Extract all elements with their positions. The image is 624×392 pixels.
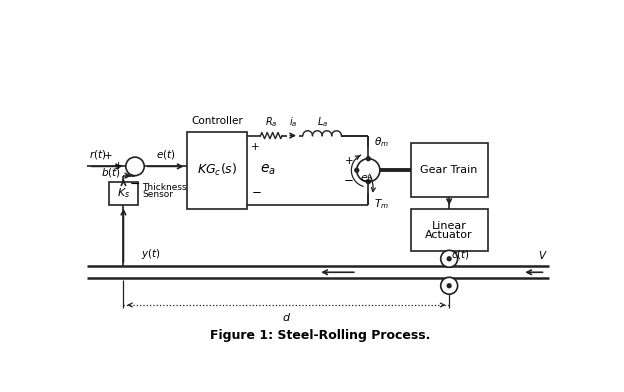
Text: $R_a$: $R_a$ <box>265 115 278 129</box>
Text: $\mathit{e_b}$: $\mathit{e_b}$ <box>360 173 374 185</box>
Text: $\mathit{e(t)}$: $\mathit{e(t)}$ <box>156 148 175 161</box>
Text: $\mathit{KG_c(s)}$: $\mathit{KG_c(s)}$ <box>197 162 238 178</box>
Circle shape <box>366 180 370 184</box>
Circle shape <box>366 157 370 161</box>
Bar <box>411 209 488 251</box>
Text: $K_s$: $K_s$ <box>117 187 130 200</box>
Bar <box>187 132 248 209</box>
Text: $\mathit{y(t)}$: $\mathit{y(t)}$ <box>141 247 161 261</box>
Circle shape <box>441 250 457 267</box>
Text: $\mathit{c(t)}$: $\mathit{c(t)}$ <box>451 248 470 261</box>
Bar <box>411 143 488 197</box>
Text: Figure 1: Steel-Rolling Process.: Figure 1: Steel-Rolling Process. <box>210 329 430 342</box>
Text: $\mathit{d}$: $\mathit{d}$ <box>282 311 291 323</box>
Text: $i_a$: $i_a$ <box>289 115 298 129</box>
Circle shape <box>441 277 457 294</box>
Text: $\mathit{b(t)}$: $\mathit{b(t)}$ <box>100 166 120 179</box>
Text: +: + <box>114 162 124 171</box>
Circle shape <box>447 257 451 261</box>
Text: −: − <box>251 186 261 199</box>
Text: Controller: Controller <box>192 116 243 126</box>
Bar <box>109 182 138 205</box>
Text: −: − <box>344 174 354 187</box>
Text: −: − <box>130 178 140 191</box>
Text: $\mathit{e_a}$: $\mathit{e_a}$ <box>260 163 276 178</box>
Text: Actuator: Actuator <box>426 230 473 240</box>
Circle shape <box>355 168 359 172</box>
Text: +: + <box>251 142 260 152</box>
Text: $\mathit{r(t)}$: $\mathit{r(t)}$ <box>89 148 106 161</box>
Text: Gear Train: Gear Train <box>421 165 478 175</box>
Circle shape <box>357 159 380 182</box>
Circle shape <box>447 284 451 288</box>
Text: +: + <box>104 151 113 161</box>
Circle shape <box>126 157 144 176</box>
Text: +: + <box>345 156 354 166</box>
Text: Linear: Linear <box>432 221 467 231</box>
Text: $L_a$: $L_a$ <box>316 115 328 129</box>
Text: Sensor: Sensor <box>142 191 173 200</box>
Text: Thickness: Thickness <box>142 183 187 192</box>
Text: $\mathit{V}$: $\mathit{V}$ <box>538 249 548 261</box>
Text: $T_m$: $T_m$ <box>374 197 389 211</box>
Text: $\theta_m$: $\theta_m$ <box>374 136 389 149</box>
